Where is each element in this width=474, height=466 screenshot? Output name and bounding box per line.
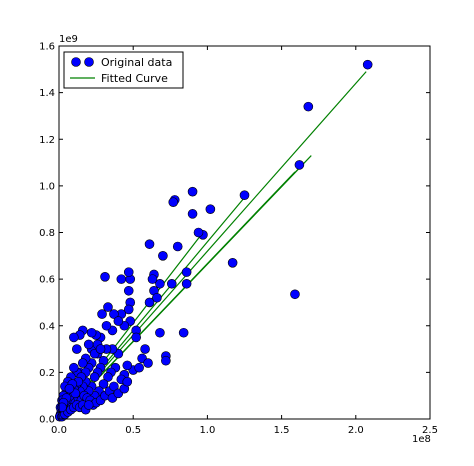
data-point: [123, 304, 134, 315]
y-axis: 0.0 0.2 0.4 0.6 0.8 1.0 1.2 1.4 1.6: [39, 42, 430, 426]
y-tick-label: 0.0: [39, 415, 55, 426]
data-point: [83, 400, 94, 410]
data-point: [168, 197, 179, 207]
data-point: [143, 358, 153, 368]
y-tick-label: 0.4: [39, 321, 55, 332]
data-point: [187, 186, 198, 197]
data-point: [181, 267, 192, 277]
x-tick-label: 0.0: [51, 425, 67, 436]
y-tick-label: 1.2: [39, 135, 55, 146]
data-point: [64, 383, 75, 394]
legend: Original data Fitted Curve: [63, 51, 184, 89]
data-point: [294, 160, 305, 170]
data-point: [97, 309, 107, 319]
data-point: [72, 344, 82, 354]
data-point: [303, 101, 314, 112]
legend-box: [63, 51, 184, 89]
x-tick-label: 1.5: [274, 425, 290, 436]
x-tick-label: 1.0: [199, 425, 215, 436]
data-point: [227, 258, 238, 268]
y-tick-label: 0.6: [39, 275, 55, 286]
data-point: [181, 278, 192, 289]
data-point: [161, 355, 171, 366]
data-point: [178, 327, 189, 338]
x-tick-label: 2.5: [422, 425, 438, 436]
data-point: [122, 360, 133, 371]
data-point: [100, 271, 110, 282]
data-point: [290, 289, 300, 300]
legend-marker-original-2: [84, 57, 94, 67]
data-point: [155, 278, 165, 289]
y-axis-multiplier: 1e9: [59, 34, 78, 45]
legend-label-original: Original data: [101, 56, 172, 69]
legend-label-fit: Fitted Curve: [101, 72, 168, 85]
x-tick-label: 0.5: [125, 425, 141, 436]
legend-marker-original: [71, 57, 81, 67]
x-tick-label: 2.0: [348, 425, 364, 436]
data-point: [109, 309, 119, 319]
data-point: [86, 327, 97, 338]
data-point: [123, 267, 134, 277]
data-point: [103, 372, 113, 382]
data-point: [109, 381, 119, 392]
fitted-curve-segment: [58, 71, 367, 420]
data-point: [69, 332, 79, 343]
x-axis: 0.0 0.5 1.0 1.5 2.0 2.5: [51, 46, 438, 436]
y-tick-label: 0.2: [39, 368, 55, 379]
data-point: [69, 362, 79, 373]
data-point: [101, 320, 112, 331]
data-point: [77, 358, 88, 368]
data-point: [140, 344, 150, 354]
data-point: [152, 292, 162, 303]
data-point: [116, 274, 127, 284]
data-point: [158, 251, 168, 261]
data-point: [113, 316, 124, 326]
data-point: [239, 190, 250, 200]
data-point: [123, 285, 134, 296]
data-point: [172, 241, 183, 252]
data-point: [95, 344, 106, 354]
data-point: [144, 297, 155, 308]
data-point: [362, 59, 373, 70]
data-point: [98, 379, 109, 389]
data-point: [187, 209, 198, 219]
data-point: [83, 339, 94, 350]
data-point: [155, 327, 165, 338]
data-point: [144, 239, 155, 249]
data-point: [134, 362, 144, 373]
data-point: [89, 372, 100, 382]
data-point: [103, 302, 113, 312]
data-point: [57, 402, 67, 413]
data-points-layer: [54, 59, 373, 422]
data-point: [205, 204, 216, 214]
y-tick-label: 1.4: [39, 88, 55, 99]
data-point: [147, 274, 158, 284]
data-point: [166, 278, 177, 289]
data-point: [193, 227, 204, 238]
x-axis-multiplier: 1e8: [412, 434, 431, 445]
data-point: [131, 332, 141, 343]
y-tick-label: 1.0: [39, 181, 55, 192]
data-point: [122, 376, 133, 387]
y-tick-label: 1.6: [39, 42, 55, 53]
y-tick-label: 0.8: [39, 228, 55, 239]
